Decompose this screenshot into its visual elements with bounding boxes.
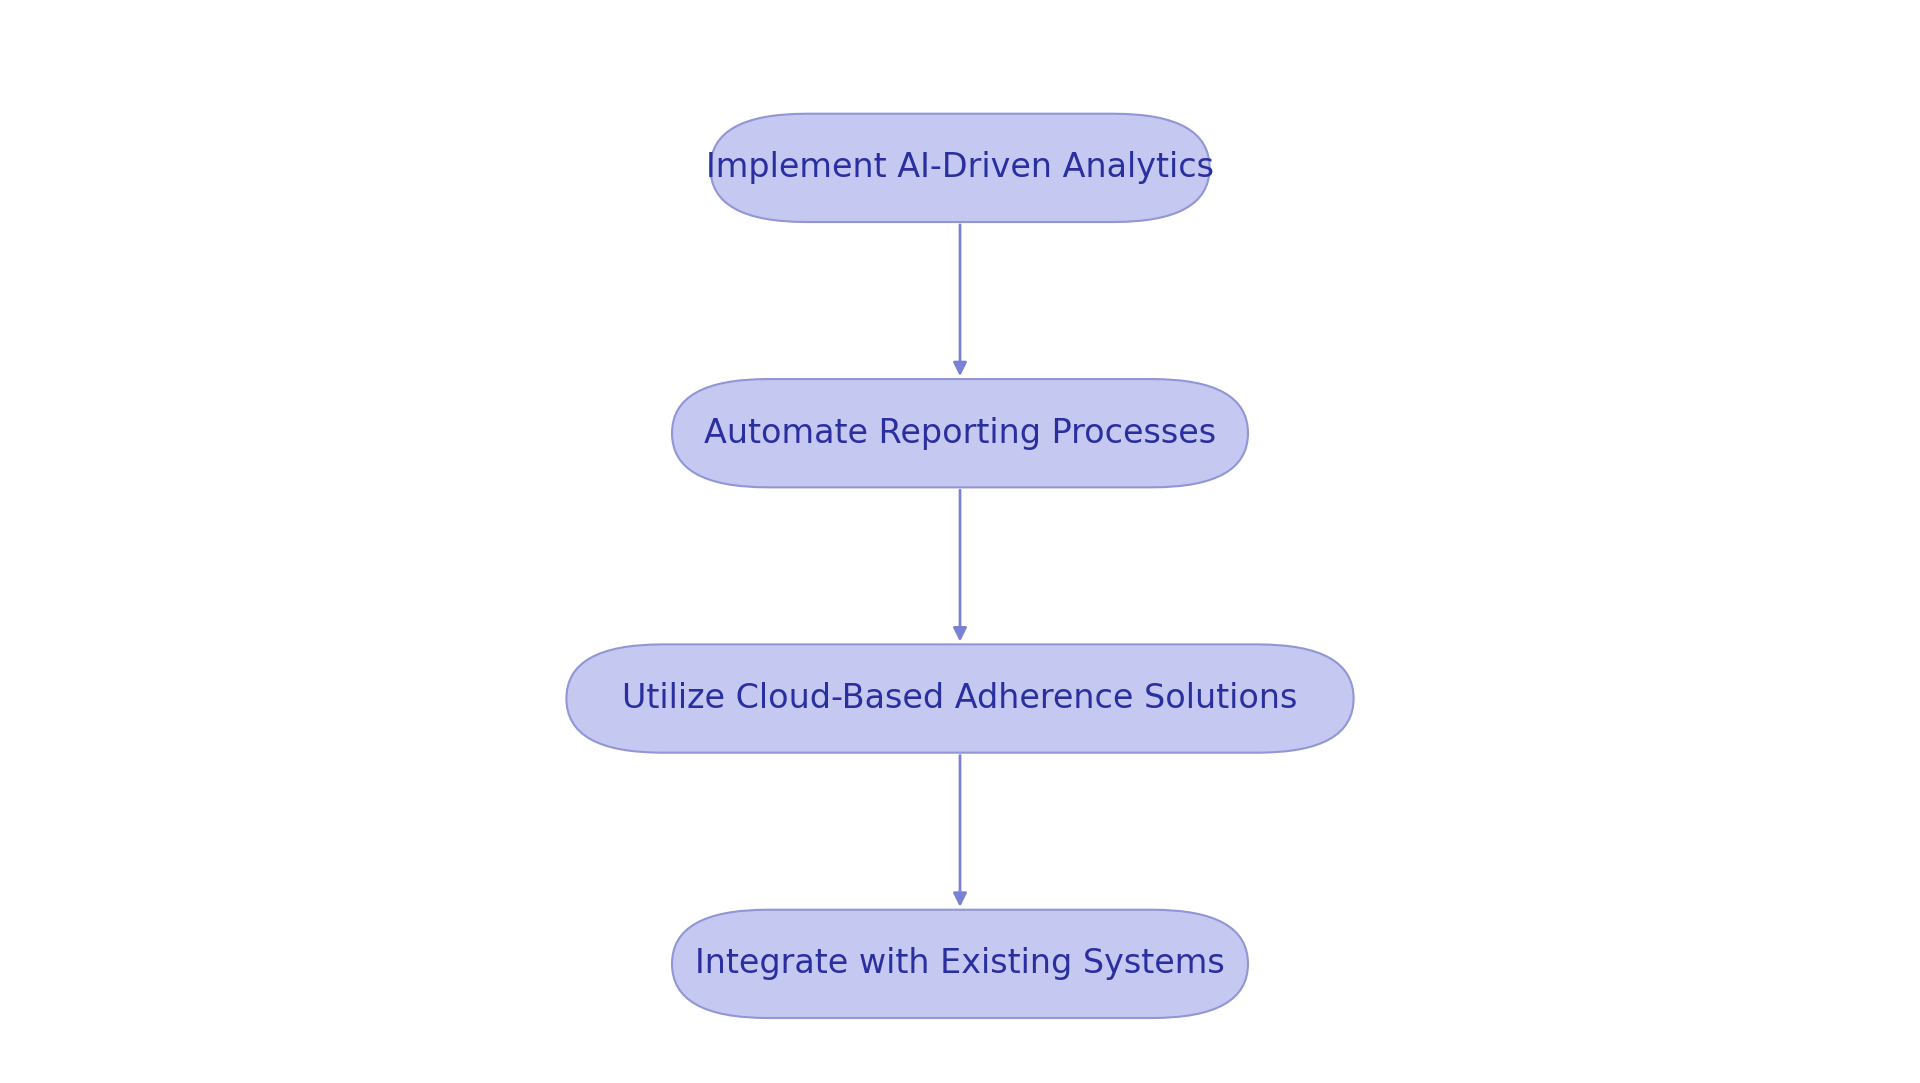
Text: Automate Reporting Processes: Automate Reporting Processes [705,417,1215,449]
FancyBboxPatch shape [566,644,1354,753]
FancyBboxPatch shape [672,910,1248,1018]
FancyBboxPatch shape [672,379,1248,487]
Text: Integrate with Existing Systems: Integrate with Existing Systems [695,948,1225,980]
Text: Implement AI-Driven Analytics: Implement AI-Driven Analytics [707,152,1213,184]
Text: Utilize Cloud-Based Adherence Solutions: Utilize Cloud-Based Adherence Solutions [622,682,1298,715]
FancyBboxPatch shape [710,114,1210,222]
